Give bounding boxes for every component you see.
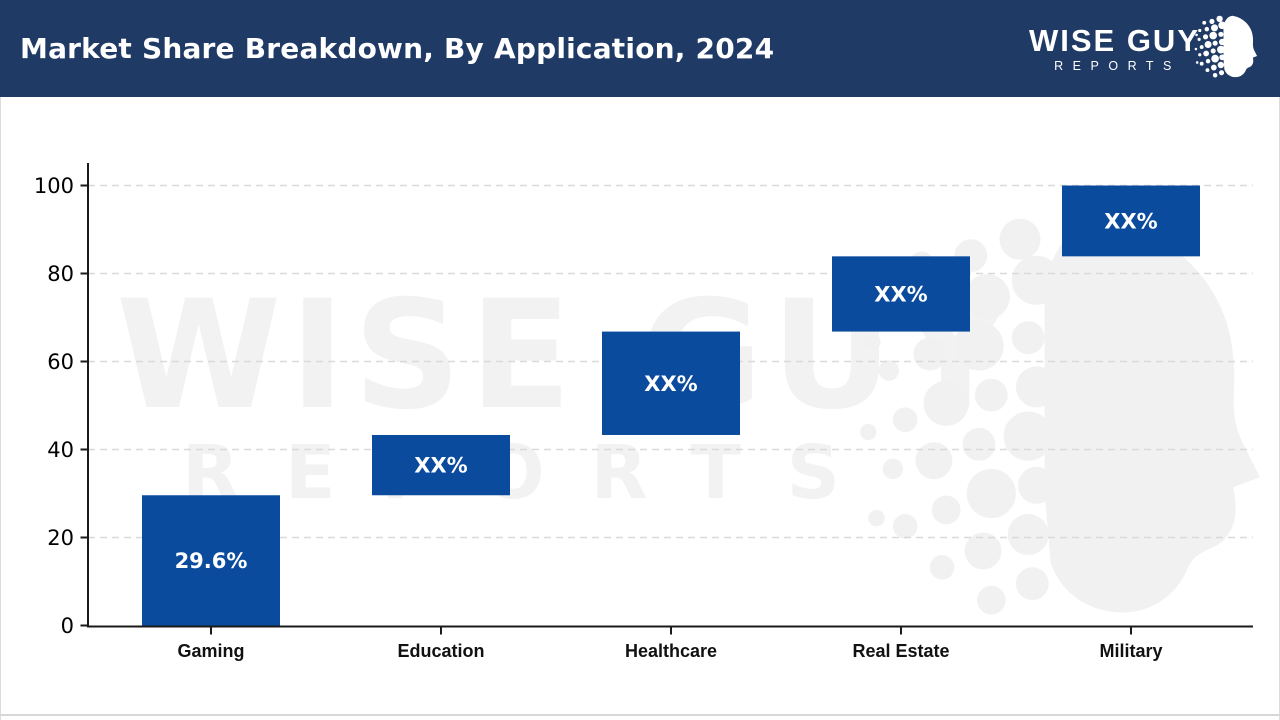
- x-axis-label-real-estate: Real Estate: [852, 641, 949, 661]
- x-axis-label-gaming: Gaming: [177, 641, 244, 661]
- head-dot: [1007, 514, 1049, 555]
- bar-value-label-healthcare: XX%: [644, 372, 697, 396]
- bar-value-label-military: XX%: [1104, 209, 1157, 233]
- bar-value-label-real-estate: XX%: [874, 283, 927, 307]
- logo-text: WISE GUY REPORTS: [1029, 25, 1200, 73]
- bar-value-label-gaming: 29.6%: [175, 549, 248, 573]
- head-dot: [964, 274, 1010, 320]
- head-dot: [913, 337, 947, 371]
- head-dot: [1210, 47, 1216, 53]
- head-dot: [1011, 255, 1061, 305]
- bar-military: [1062, 185, 1200, 257]
- bar-value-label-education: XX%: [414, 454, 467, 478]
- head-dot: [1205, 67, 1210, 72]
- header-bar: Market Share Breakdown, By Application, …: [0, 0, 1280, 97]
- head-dot: [1217, 45, 1225, 53]
- head-dot: [1217, 61, 1225, 68]
- y-axis-tick-label-0: 0: [61, 614, 74, 638]
- head-dot: [1017, 466, 1055, 504]
- page-title: Market Share Breakdown, By Application, …: [20, 32, 775, 65]
- head-dot: [860, 423, 877, 441]
- y-axis-tick-label-20: 20: [47, 526, 74, 550]
- head-dot: [1204, 26, 1210, 31]
- head-dot: [1195, 60, 1199, 64]
- head-profile-shape: [1223, 15, 1258, 77]
- head-dot: [1195, 33, 1198, 36]
- bar-real-estate: [832, 256, 970, 332]
- head-dot: [1202, 20, 1207, 25]
- head-dot: [974, 378, 1008, 412]
- head-dot: [1211, 54, 1219, 62]
- bottom-divider: [0, 714, 1280, 716]
- logo-wordmark: WISE GUY: [1028, 22, 1200, 58]
- head-dot: [1197, 37, 1201, 41]
- head-dot: [931, 495, 961, 525]
- head-dot: [892, 514, 918, 539]
- head-dot: [878, 360, 900, 381]
- logo-subtitle: REPORTS: [1054, 58, 1181, 73]
- x-axis-label-healthcare: Healthcare: [625, 641, 717, 661]
- head-dot: [1218, 69, 1225, 75]
- head-dot: [1219, 53, 1226, 60]
- head-dot: [1218, 38, 1226, 45]
- bar-gaming: [142, 495, 280, 626]
- head-dot: [1210, 64, 1217, 70]
- head-dot: [929, 555, 955, 580]
- head-dot: [954, 321, 1004, 371]
- head-dot: [1199, 44, 1204, 49]
- y-axis-tick-label-60: 60: [47, 350, 74, 374]
- y-axis-tick-label-100: 100: [34, 174, 74, 198]
- x-axis-label-military: Military: [1099, 641, 1162, 661]
- head-dot: [915, 442, 953, 480]
- head-profile-shape: [1044, 218, 1260, 613]
- head-dot: [1003, 411, 1053, 461]
- y-axis-tick-label-80: 80: [47, 262, 74, 286]
- head-dot: [1212, 40, 1218, 46]
- head-dot: [1209, 31, 1218, 39]
- wise-guy-reports-logo: WISE GUY REPORTS: [1029, 13, 1258, 85]
- head-dot: [923, 380, 969, 426]
- head-dot: [1205, 58, 1211, 63]
- head-dot: [1204, 40, 1212, 48]
- head-dot: [1198, 52, 1202, 56]
- head-dot: [1210, 23, 1218, 31]
- head-dot: [1212, 72, 1218, 77]
- head-dot: [966, 468, 1016, 519]
- head-dot: [999, 218, 1041, 260]
- head-dot: [1209, 18, 1215, 24]
- y-axis-tick-label-40: 40: [47, 438, 74, 462]
- head-dot: [964, 532, 1002, 570]
- head-dot: [1194, 47, 1198, 50]
- head-dot: [1199, 61, 1204, 66]
- bar-healthcare: [602, 331, 740, 435]
- watermark-subtitle: REPORTS: [182, 430, 887, 516]
- head-dot: [976, 585, 1006, 615]
- head-dot: [892, 407, 918, 432]
- head-dot: [1202, 33, 1209, 39]
- x-axis-label-education: Education: [397, 641, 484, 661]
- head-dot: [1218, 31, 1224, 37]
- head-dot: [882, 458, 904, 480]
- head-dot: [962, 427, 996, 461]
- head-dot: [1216, 15, 1223, 22]
- head-dot: [1218, 20, 1226, 29]
- head-dot: [868, 509, 885, 527]
- head-dot: [864, 333, 881, 350]
- head-dot: [1203, 50, 1210, 56]
- head-dot: [1011, 321, 1045, 355]
- dotted-head-icon: [1194, 15, 1258, 77]
- head-dot: [1015, 567, 1049, 601]
- head-dot: [1198, 28, 1202, 32]
- head-dot: [1015, 366, 1057, 408]
- bar-education: [372, 434, 510, 496]
